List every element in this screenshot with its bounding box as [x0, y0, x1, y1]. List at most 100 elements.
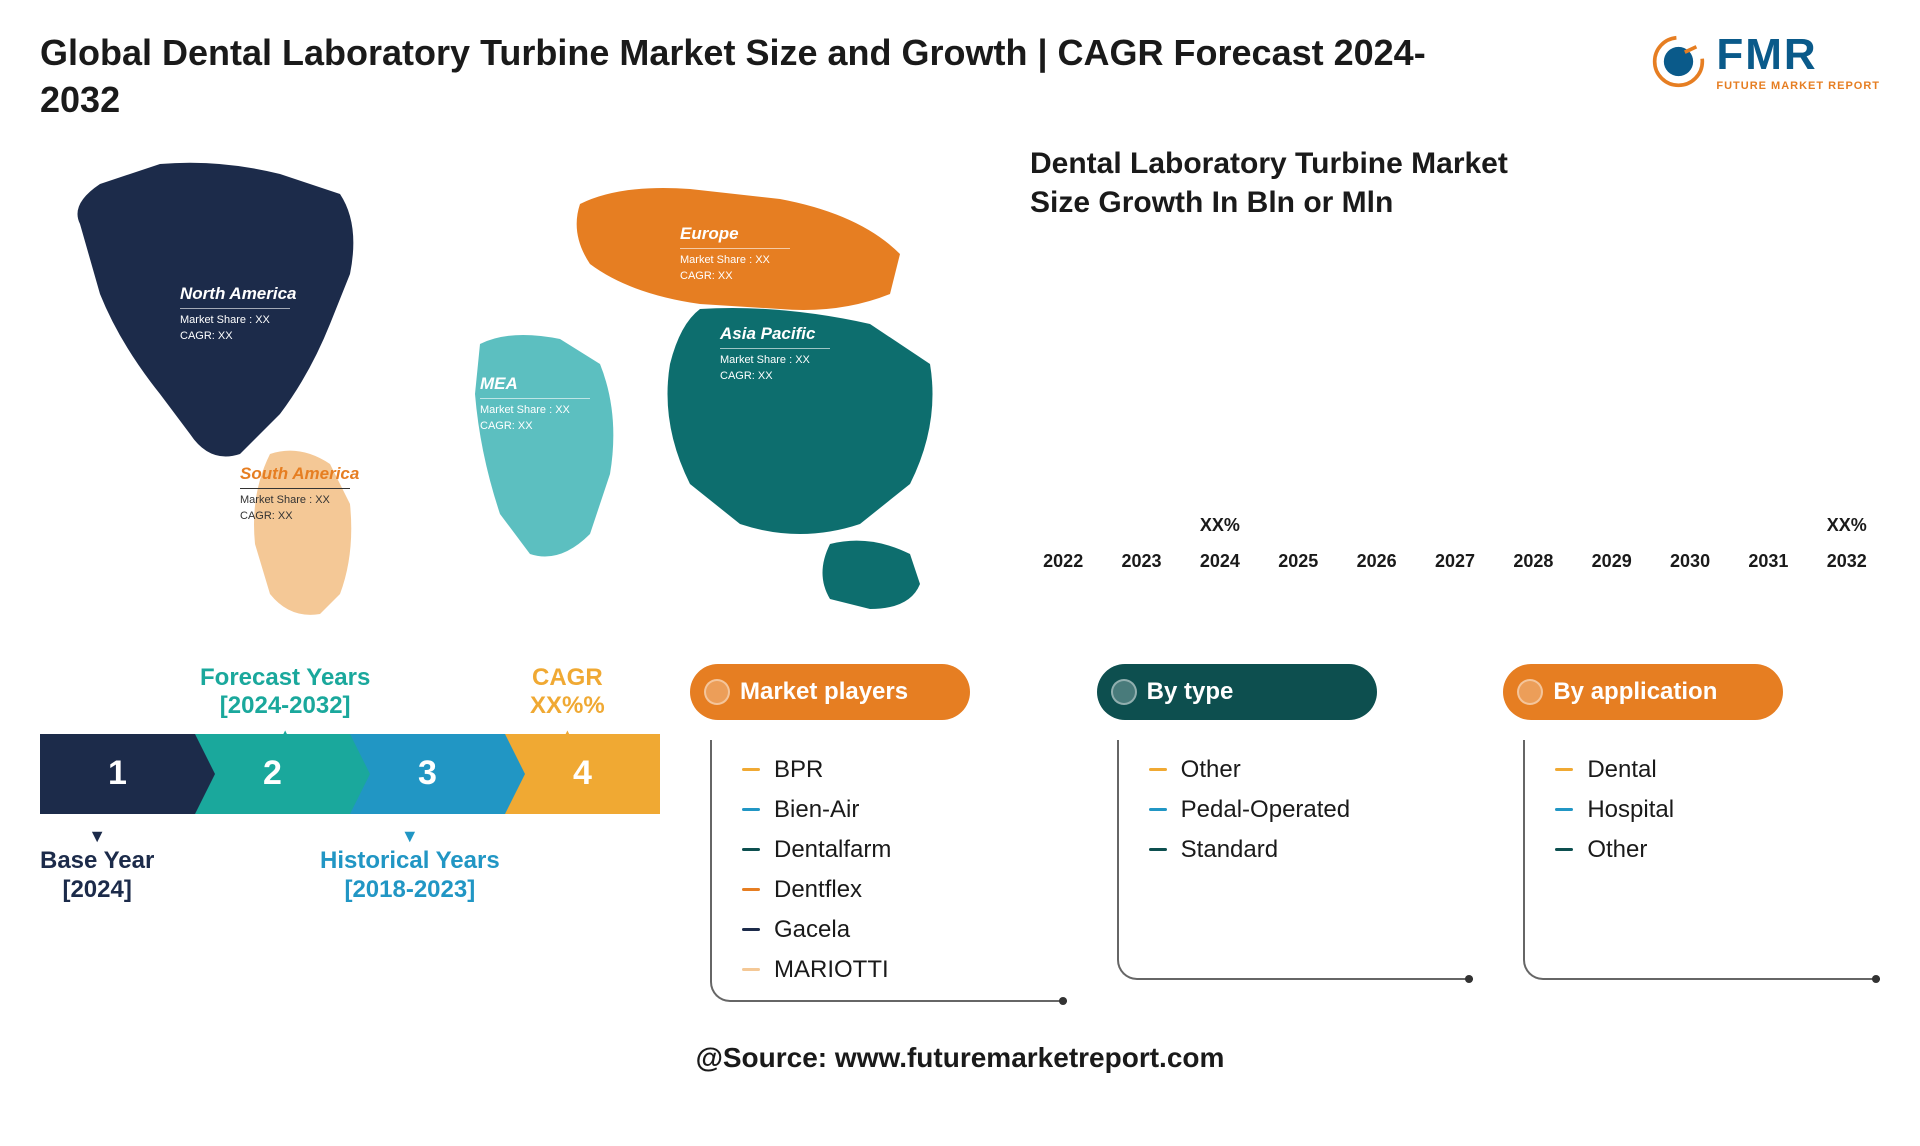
bar-year: 2029	[1592, 551, 1632, 572]
category-items: Dental Hospital Other	[1523, 740, 1880, 980]
bar-2030: 2030	[1657, 543, 1723, 572]
bar-2023: 2023	[1108, 543, 1174, 572]
category-items: BPR Bien-Air Dentalfarm Dentflex Gacela …	[710, 740, 1067, 1002]
category-market-players: Market players BPR Bien-Air Dentalfarm D…	[690, 664, 1067, 1002]
region-north-america: North America Market Share : XX CAGR: XX	[180, 284, 297, 344]
list-item: Standard	[1149, 830, 1454, 870]
tick-icon	[1149, 848, 1167, 851]
source-citation: @Source: www.futuremarketreport.com	[40, 1042, 1880, 1074]
bar-year: 2022	[1043, 551, 1083, 572]
bar-year: 2032	[1827, 551, 1867, 572]
region-mea: MEA Market Share : XX CAGR: XX	[480, 374, 590, 434]
list-item: Bien-Air	[742, 790, 1047, 830]
bar-chart: Dental Laboratory Turbine Market Size Gr…	[1030, 144, 1880, 572]
timeline: Forecast Years[2024-2032]▲CAGRXX%%▲ 1234…	[40, 664, 660, 912]
tick-icon	[742, 888, 760, 891]
page-title: Global Dental Laboratory Turbine Market …	[40, 30, 1440, 124]
list-item: Hospital	[1555, 790, 1860, 830]
region-cagr: CAGR: XX	[240, 509, 359, 523]
timeline-label-historical-years: ▼Historical Years[2018-2023]	[320, 822, 500, 905]
region-share: Market Share : XX	[680, 253, 790, 267]
tick-icon	[1149, 808, 1167, 811]
tick-icon	[1555, 768, 1573, 771]
bar-2022: 2022	[1030, 543, 1096, 572]
bar-year: 2025	[1278, 551, 1318, 572]
list-item: Dentflex	[742, 870, 1047, 910]
region-asia-pacific: Asia Pacific Market Share : XX CAGR: XX	[720, 324, 830, 384]
region-name: Asia Pacific	[720, 324, 830, 344]
item-label: Dentalfarm	[774, 836, 891, 864]
region-name: MEA	[480, 374, 590, 394]
bar-annotation: XX%	[1827, 515, 1867, 536]
tick-icon	[1555, 808, 1573, 811]
bar-year: 2026	[1357, 551, 1397, 572]
bar-year: 2028	[1513, 551, 1553, 572]
region-name: Europe	[680, 224, 790, 244]
region-cagr: CAGR: XX	[180, 329, 297, 343]
bar-year: 2024	[1200, 551, 1240, 572]
item-label: Hospital	[1587, 796, 1674, 824]
region-europe: Europe Market Share : XX CAGR: XX	[680, 224, 790, 284]
item-label: BPR	[774, 756, 823, 784]
region-share: Market Share : XX	[720, 353, 830, 367]
list-item: Dental	[1555, 750, 1860, 790]
bar-year: 2031	[1748, 551, 1788, 572]
category-header: By type	[1097, 664, 1377, 720]
list-item: MARIOTTI	[742, 950, 1047, 990]
category-header: By application	[1503, 664, 1783, 720]
item-label: Other	[1181, 756, 1241, 784]
region-name: North America	[180, 284, 297, 304]
bar-2024: XX% 2024	[1187, 543, 1253, 572]
list-item: Dentalfarm	[742, 830, 1047, 870]
tick-icon	[742, 928, 760, 931]
timeline-segment-1: 1	[40, 734, 195, 814]
region-share: Market Share : XX	[180, 313, 297, 327]
logo-text: FMR	[1716, 30, 1880, 80]
logo-icon	[1651, 34, 1706, 89]
item-label: Dental	[1587, 756, 1656, 784]
bar-2032: XX% 2032	[1814, 543, 1880, 572]
bar-year: 2023	[1122, 551, 1162, 572]
bar-2025: 2025	[1265, 543, 1331, 572]
list-item: Gacela	[742, 910, 1047, 950]
bar-2026: 2026	[1343, 543, 1409, 572]
tick-icon	[742, 808, 760, 811]
item-label: MARIOTTI	[774, 956, 889, 984]
region-cagr: CAGR: XX	[720, 369, 830, 383]
region-name: South America	[240, 464, 359, 484]
chart-title: Dental Laboratory Turbine Market Size Gr…	[1030, 144, 1530, 222]
bar-2031: 2031	[1735, 543, 1801, 572]
region-share: Market Share : XX	[240, 493, 359, 507]
category-by-type: By type Other Pedal-Operated Standard	[1097, 664, 1474, 1002]
tick-icon	[742, 768, 760, 771]
item-label: Bien-Air	[774, 796, 859, 824]
item-label: Standard	[1181, 836, 1278, 864]
tick-icon	[742, 848, 760, 851]
timeline-segment-4: 4	[505, 734, 660, 814]
category-items: Other Pedal-Operated Standard	[1117, 740, 1474, 980]
bar-year: 2027	[1435, 551, 1475, 572]
region-cagr: CAGR: XX	[680, 269, 790, 283]
list-item: Other	[1555, 830, 1860, 870]
tick-icon	[1555, 848, 1573, 851]
bar-2029: 2029	[1579, 543, 1645, 572]
item-label: Pedal-Operated	[1181, 796, 1350, 824]
bar-year: 2030	[1670, 551, 1710, 572]
timeline-segment-2: 2	[195, 734, 350, 814]
world-map: North America Market Share : XX CAGR: XX…	[40, 144, 1000, 624]
timeline-label-base-year: ▼Base Year[2024]	[40, 822, 154, 905]
bar-2028: 2028	[1500, 543, 1566, 572]
item-label: Dentflex	[774, 876, 862, 904]
region-south-america: South America Market Share : XX CAGR: XX	[240, 464, 359, 524]
list-item: Pedal-Operated	[1149, 790, 1454, 830]
bar-annotation: XX%	[1200, 515, 1240, 536]
list-item: BPR	[742, 750, 1047, 790]
region-share: Market Share : XX	[480, 403, 590, 417]
timeline-segment-3: 3	[350, 734, 505, 814]
tick-icon	[1149, 768, 1167, 771]
tick-icon	[742, 968, 760, 971]
logo: FMR FUTURE MARKET REPORT	[1651, 30, 1880, 92]
list-item: Other	[1149, 750, 1454, 790]
logo-subtitle: FUTURE MARKET REPORT	[1716, 80, 1880, 92]
item-label: Gacela	[774, 916, 850, 944]
